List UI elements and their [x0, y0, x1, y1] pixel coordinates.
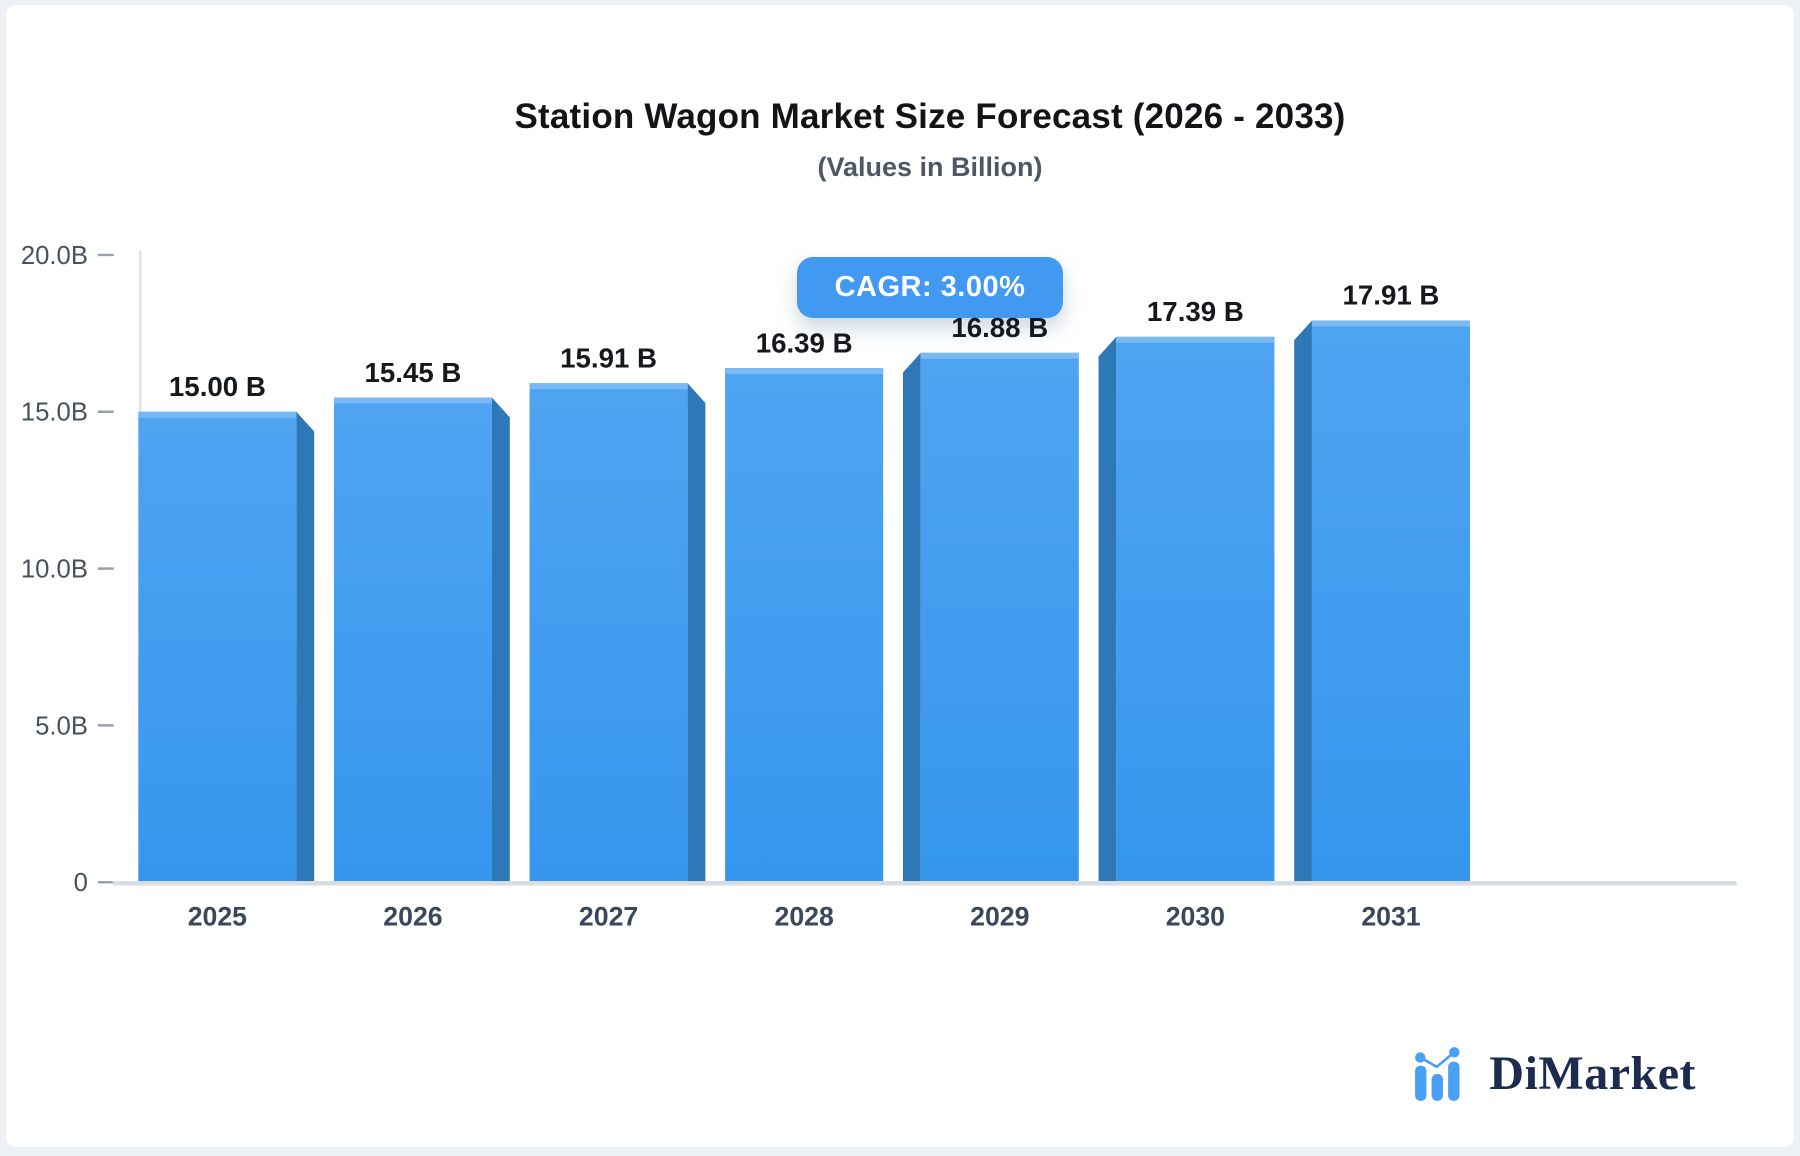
x-axis-label: 2026 — [383, 902, 442, 932]
bar-top-highlight — [333, 397, 493, 404]
bar-side-face — [1098, 336, 1117, 883]
bar-2031 — [1294, 320, 1471, 883]
bar-value-label: 16.39 B — [756, 327, 853, 358]
bar-main-face — [529, 383, 688, 883]
logo-bar-3 — [1448, 1061, 1460, 1101]
y-tick-label: 5.0B — [35, 712, 88, 740]
bar-2025 — [138, 411, 315, 883]
bar-main-face — [138, 411, 297, 883]
bar-value-label: 15.45 B — [365, 357, 462, 388]
bar-2029 — [902, 352, 1079, 883]
logo-dot-2 — [1449, 1046, 1460, 1057]
chart-subtitle: (Values in Billion) — [817, 152, 1043, 182]
bar-side-face — [296, 411, 315, 883]
logo-bar-2 — [1432, 1073, 1444, 1101]
bar-top-highlight — [920, 352, 1079, 359]
bar-2027 — [529, 383, 706, 883]
bar-top-highlight — [1116, 336, 1275, 343]
x-axis-label: 2025 — [188, 902, 247, 932]
bar-main-face — [1116, 336, 1275, 883]
bar-side-face — [1294, 320, 1312, 883]
bar-main-face — [1311, 320, 1471, 883]
bar-main-face — [333, 397, 493, 883]
chart-title: Station Wagon Market Size Forecast (2026… — [514, 97, 1346, 136]
bar-top-highlight — [529, 383, 688, 390]
bar-value-label: 17.91 B — [1343, 280, 1440, 311]
y-tick-label: 10.0B — [21, 555, 88, 583]
bar-main-face — [920, 352, 1079, 883]
x-axis-label: 2031 — [1361, 902, 1420, 932]
bar-top-highlight — [1311, 320, 1471, 327]
bar-top-highlight — [725, 368, 884, 375]
y-tick-label: 15.0B — [21, 399, 88, 427]
bar-value-label: 16.88 B — [951, 312, 1048, 343]
bar-2028 — [725, 368, 884, 883]
y-tick-label: 0 — [74, 869, 88, 897]
bar-top-highlight — [138, 411, 297, 418]
bar-side-face — [902, 352, 921, 883]
bar-chart: 20.0B 15.0B 10.0B 5.0B 0 15.00 B 2025 15.45 B 20… — [21, 242, 1737, 932]
logo-bar-1 — [1415, 1065, 1427, 1101]
brand-logo: DiMarket — [1413, 1046, 1696, 1101]
y-tick-label: 20.0B — [21, 242, 88, 270]
x-axis-label: 2029 — [970, 902, 1029, 932]
bar-value-label: 15.00 B — [169, 371, 266, 402]
chart-card: Station Wagon Market Size Forecast (2026… — [6, 5, 1794, 1147]
bar-value-label: 17.39 B — [1147, 296, 1244, 327]
logo-trend-line — [1420, 1050, 1456, 1068]
bar-side-face — [687, 383, 706, 883]
bar-2026 — [333, 397, 510, 883]
bar-side-face — [492, 397, 510, 883]
brand-name: DiMarket — [1489, 1047, 1696, 1100]
dimarket-logo-icon — [1415, 1046, 1460, 1101]
x-axis-label: 2027 — [579, 902, 638, 932]
x-axis-label: 2030 — [1166, 902, 1225, 932]
bar-main-face — [725, 368, 884, 883]
x-axis-label: 2028 — [775, 902, 834, 932]
bar-2030 — [1098, 336, 1275, 883]
logo-dot-1 — [1415, 1051, 1426, 1063]
bar-value-label: 15.91 B — [560, 342, 657, 373]
